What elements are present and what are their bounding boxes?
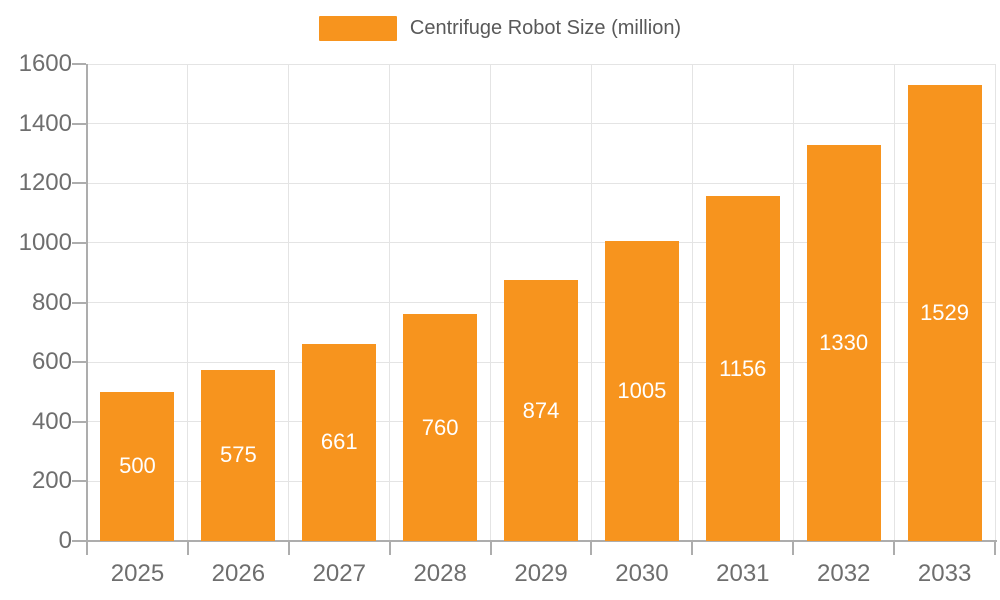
x-axis-tick xyxy=(590,541,593,555)
y-axis-tick-label: 600 xyxy=(31,348,72,376)
bar-2026[interactable]: 575 xyxy=(201,369,276,541)
y-axis-tick xyxy=(72,361,86,364)
y-axis-tick-label: 1600 xyxy=(18,50,72,77)
x-axis-tick xyxy=(893,541,896,555)
bar-2031[interactable]: 1156 xyxy=(705,196,780,541)
y-axis-tick xyxy=(72,540,86,542)
x-axis-tick xyxy=(388,541,391,555)
y-axis-tick xyxy=(72,301,86,304)
gridline-horizontal xyxy=(87,123,995,125)
gridline-vertical xyxy=(590,64,592,541)
x-axis-tick-label: 2033 xyxy=(917,560,972,587)
x-axis-tick-label: 2030 xyxy=(615,560,669,587)
gridline-vertical xyxy=(792,64,794,541)
y-axis-tick-label: 1400 xyxy=(18,109,72,137)
gridline-horizontal xyxy=(87,182,995,184)
x-axis-tick-label: 2025 xyxy=(110,560,165,587)
y-axis-tick xyxy=(72,420,86,423)
bar-2027[interactable]: 661 xyxy=(302,343,377,541)
plot-area: 500 575 661 760 874 1005 1156 1330 1529 xyxy=(72,63,997,555)
y-axis-tick xyxy=(72,241,86,244)
bar-value-label: 1330 xyxy=(819,329,869,355)
gridline-vertical xyxy=(994,64,996,541)
gridline-vertical xyxy=(389,64,391,541)
x-axis-tick xyxy=(86,541,88,555)
y-axis-tick xyxy=(72,480,86,483)
y-axis-tick-label: 400 xyxy=(31,407,72,435)
x-axis-tick xyxy=(489,541,492,555)
gridline-vertical xyxy=(187,64,189,541)
y-axis-tick-label: 200 xyxy=(31,467,72,495)
bar-2029[interactable]: 874 xyxy=(504,280,578,541)
bar-value-label: 575 xyxy=(219,442,257,468)
bar-2032[interactable]: 1330 xyxy=(806,144,881,541)
x-axis-tick-label: 2026 xyxy=(211,560,266,587)
bar-value-label: 760 xyxy=(421,414,459,440)
gridline-vertical xyxy=(893,64,895,541)
y-axis-tick-label: 1200 xyxy=(18,169,72,197)
x-axis-tick xyxy=(994,541,996,555)
bar-value-label: 500 xyxy=(119,453,156,479)
x-axis-tick xyxy=(287,541,290,555)
x-axis-tick-label: 2027 xyxy=(312,560,366,587)
y-axis-tick-label: 0 xyxy=(58,527,72,554)
bar-value-label: 1529 xyxy=(920,300,970,326)
x-axis-line xyxy=(72,540,997,542)
legend-swatch-icon xyxy=(318,16,397,41)
bar-2033[interactable]: 1529 xyxy=(907,85,982,541)
y-axis-tick xyxy=(72,182,86,185)
gridline-vertical xyxy=(490,64,492,541)
bar-2030[interactable]: 1005 xyxy=(604,241,679,541)
x-axis-tick-label: 2029 xyxy=(514,560,568,587)
bar-2028[interactable]: 760 xyxy=(403,314,478,541)
gridline-horizontal xyxy=(87,242,995,244)
y-axis-line xyxy=(86,64,88,541)
x-axis-tick-label: 2028 xyxy=(413,560,467,587)
gridline-vertical xyxy=(691,64,693,541)
bar-value-label: 661 xyxy=(320,429,358,455)
bar-value-label: 1156 xyxy=(719,355,767,381)
bar-value-label: 1005 xyxy=(617,378,667,404)
legend-label: Centrifuge Robot Size (million) xyxy=(409,17,682,39)
bar-2025[interactable]: 500 xyxy=(100,391,175,541)
gridline-horizontal xyxy=(87,63,995,65)
x-axis-tick xyxy=(691,541,694,555)
gridline-vertical xyxy=(288,64,290,541)
y-axis-tick xyxy=(72,63,86,65)
x-axis-tick xyxy=(186,541,189,555)
y-axis-tick-label: 800 xyxy=(31,288,72,316)
bar-value-label: 874 xyxy=(522,397,560,423)
y-axis-tick-label: 1000 xyxy=(18,228,72,256)
x-axis-tick-label: 2032 xyxy=(817,560,871,587)
legend[interactable]: Centrifuge Robot Size (million) xyxy=(0,16,1000,41)
x-axis-tick xyxy=(792,541,795,555)
y-axis-tick xyxy=(72,122,86,125)
x-axis-tick-label: 2031 xyxy=(716,560,770,587)
